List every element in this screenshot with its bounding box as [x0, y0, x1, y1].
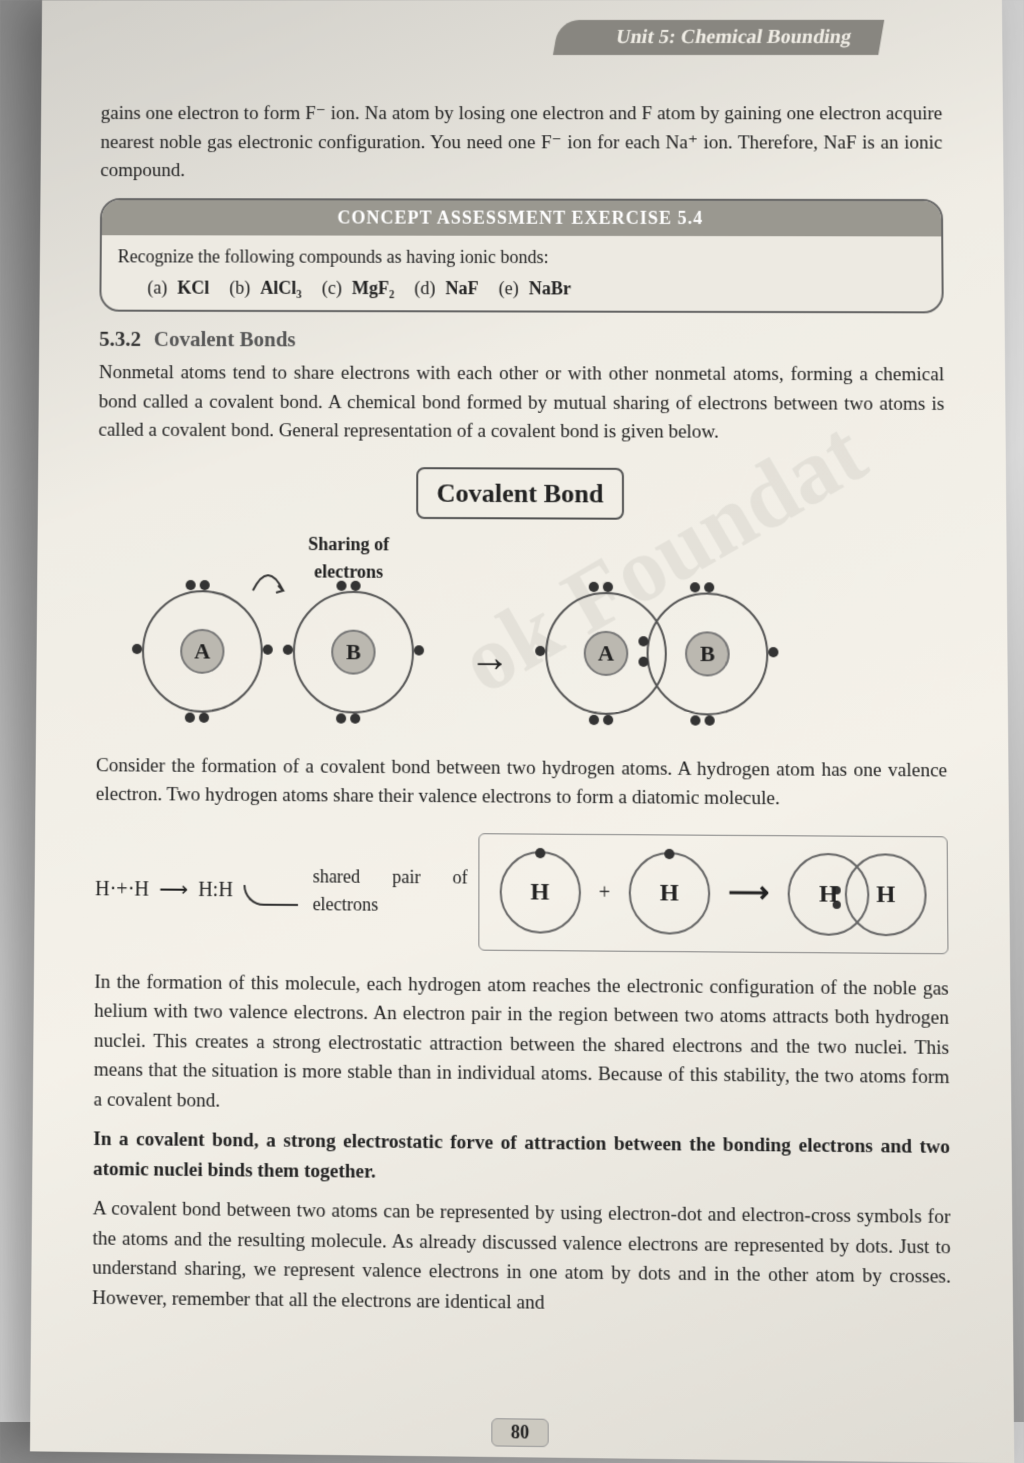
exercise-item-b: (b) AlCl₃: [229, 274, 302, 301]
h-arrow-icon: ⟶: [728, 871, 769, 915]
eq-lhs: H·+·H: [95, 873, 149, 904]
h-atom-left: H: [499, 850, 580, 933]
section-paragraph: Nonmetal atoms tend to share electrons w…: [98, 359, 944, 448]
shared-pair-label: shared pair of electrons: [312, 862, 467, 919]
shared-pair-arrow-icon: [243, 885, 298, 906]
paragraph-5: A covalent bond between two atoms can be…: [92, 1195, 951, 1323]
reaction-arrow-icon: →: [469, 627, 509, 689]
section-number: 5.3.2: [99, 326, 141, 350]
exercise-item-d: (d) NaF: [414, 274, 478, 301]
hydrogen-diagram-box: H + H ⟶ H H: [478, 833, 949, 954]
exercise-prompt: Recognize the following compounds as hav…: [118, 243, 926, 272]
atom-b-left: B: [288, 585, 419, 718]
unit-header-tab: Unit 5: Chemical Bounding: [553, 20, 884, 55]
eq-arrow-icon: ⟶: [159, 874, 188, 905]
section-title: Covalent Bonds: [154, 326, 296, 351]
sharing-label: Sharing of electrons: [288, 530, 409, 585]
exercise-box: CONCEPT ASSESSMENT EXERCISE 5.4 Recogniz…: [99, 198, 943, 313]
textbook-page: Unit 5: Chemical Bounding ok Foundat gai…: [30, 0, 1014, 1463]
page-number: 80: [491, 1418, 548, 1447]
exercise-header: CONCEPT ASSESSMENT EXERCISE 5.4: [102, 200, 941, 236]
plus-sign: +: [599, 877, 611, 908]
atom-b-right: B: [641, 587, 773, 721]
hydrogen-paragraph: Consider the formation of a covalent bon…: [96, 751, 948, 815]
paragraph-4-bold: In a covalent bond, a strong electrostat…: [93, 1125, 950, 1192]
page-content: gains one electron to form F⁻ ion. Na at…: [92, 100, 951, 1323]
exercise-item-c: (c) MgF₂: [322, 274, 395, 301]
exercise-item-a: (a) KCl: [147, 274, 209, 301]
section-heading: 5.3.2 Covalent Bonds: [99, 323, 944, 357]
intro-paragraph: gains one electron to form F⁻ ion. Na at…: [100, 100, 943, 186]
exercise-items: (a) KCl (b) AlCl₃ (c) MgF₂ (d) NaF: [117, 274, 925, 303]
exercise-item-e: (e) NaBr: [499, 275, 571, 302]
h-atom-right: H: [629, 851, 711, 934]
eq-rhs: H:H: [198, 874, 233, 905]
covalent-bond-label: Covalent Bond: [416, 467, 623, 520]
atom-a-left: A: [137, 584, 268, 717]
h-bonded-pair: H H: [787, 852, 926, 936]
exercise-body: Recognize the following compounds as hav…: [101, 235, 941, 311]
sharing-arrow-icon: [248, 554, 288, 595]
covalent-label-row: Covalent Bond: [98, 455, 946, 530]
covalent-diagram: Sharing of electrons A B: [96, 533, 947, 742]
paragraph-3: In the formation of this molecule, each …: [93, 968, 949, 1123]
hydrogen-equation: H·+·H ⟶ H:H shared pair of electrons H +…: [95, 830, 949, 954]
